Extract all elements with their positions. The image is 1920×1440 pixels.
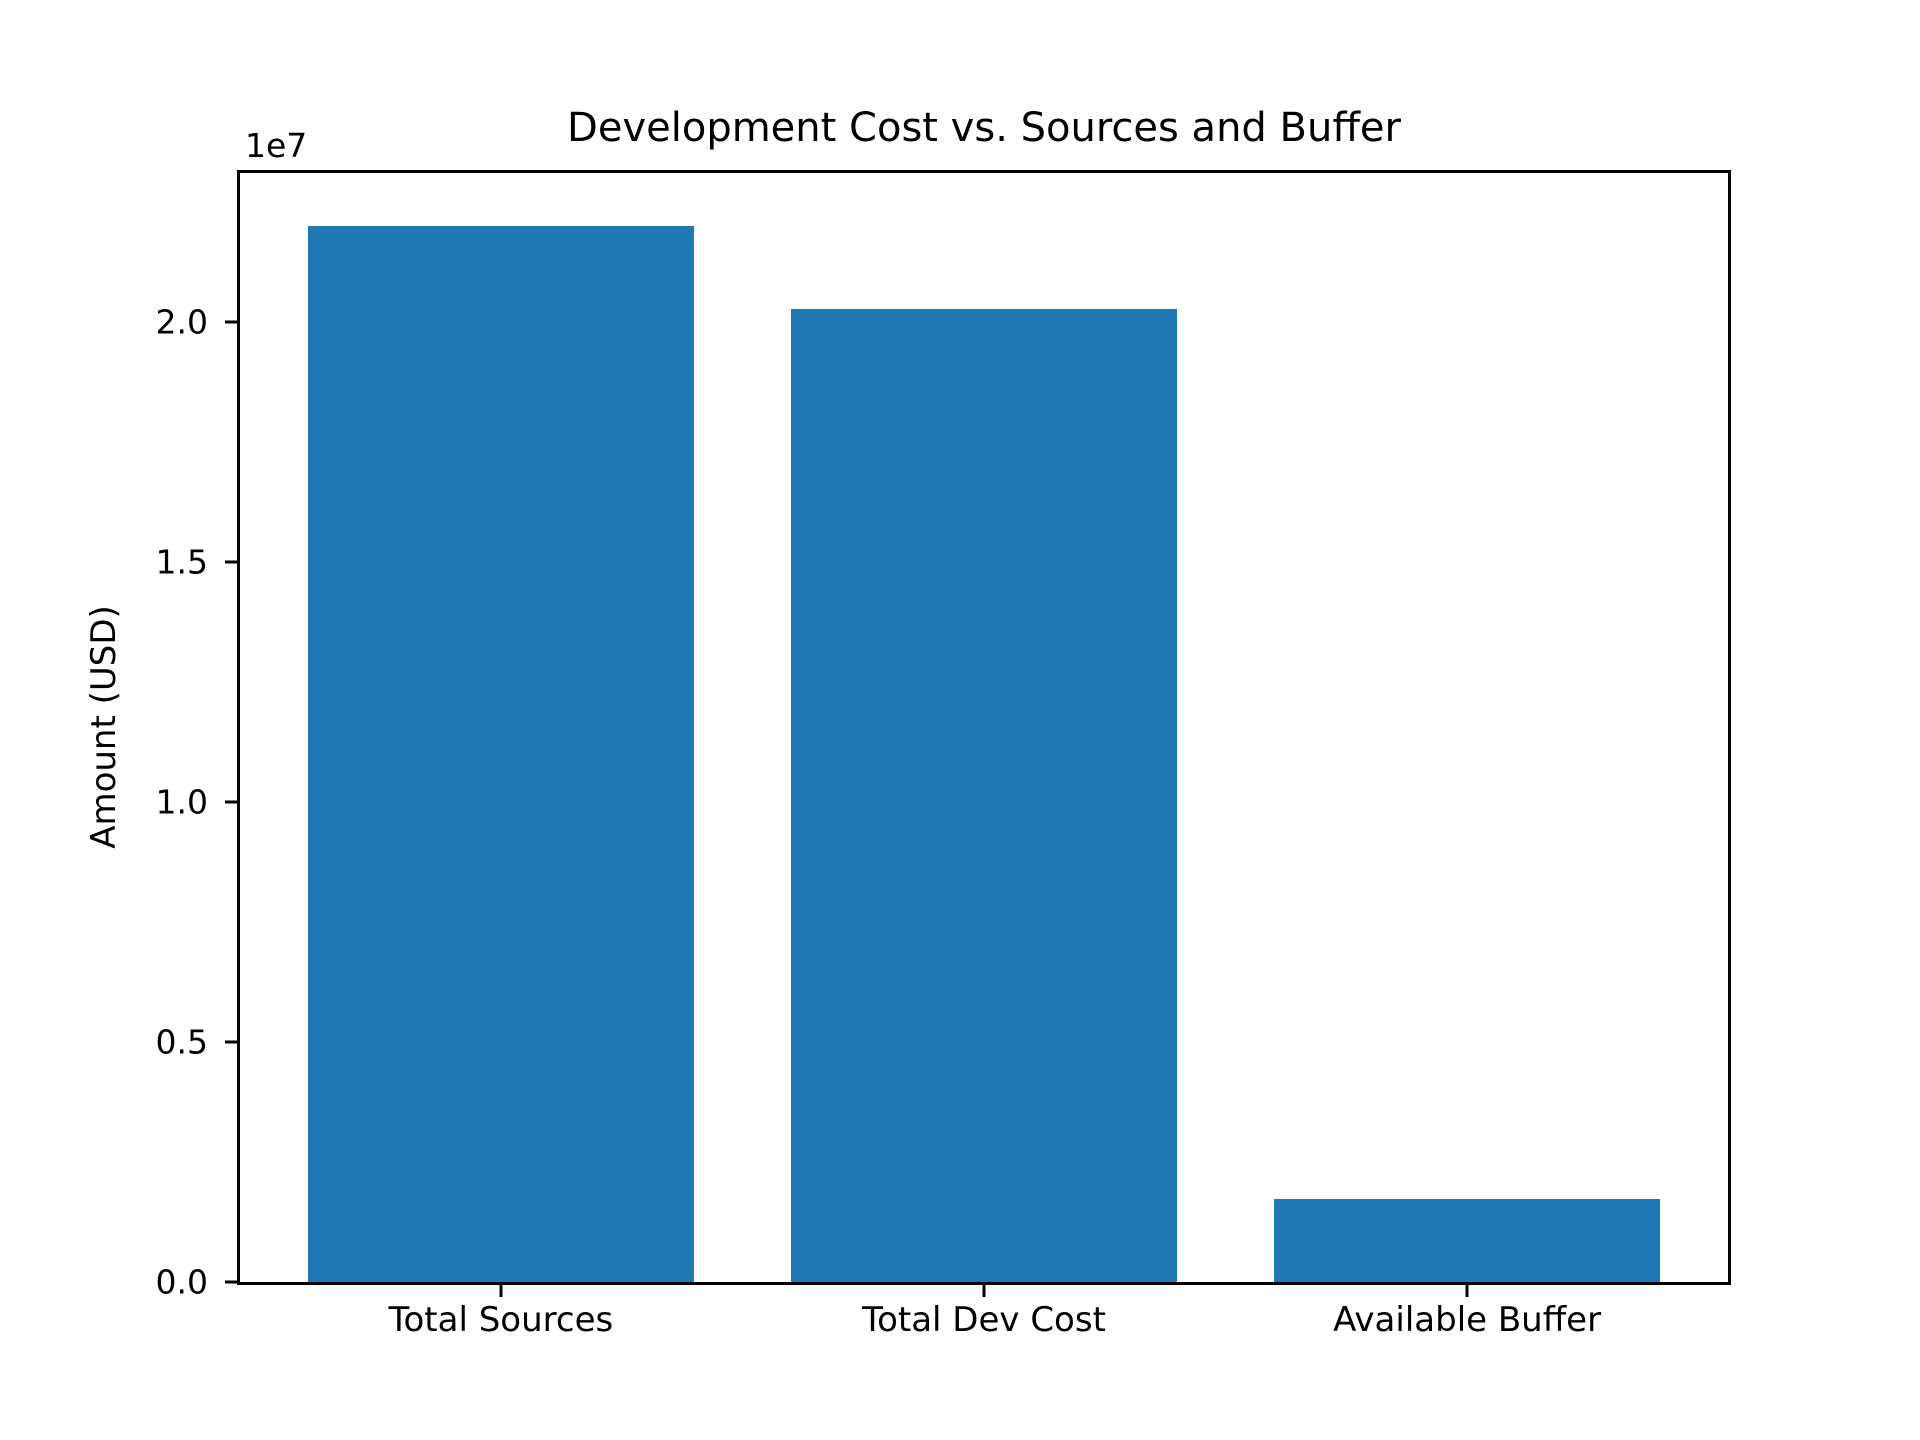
y-tick-mark bbox=[225, 1040, 237, 1044]
y-tick-label: 0.0 bbox=[155, 1262, 208, 1302]
chart-title: Development Cost vs. Sources and Buffer bbox=[567, 105, 1401, 151]
y-tick-label: 1.5 bbox=[155, 542, 208, 582]
y-tick-mark bbox=[225, 560, 237, 564]
x-tick-mark bbox=[982, 1285, 986, 1297]
y-tick-label: 2.0 bbox=[155, 302, 208, 342]
bar-total-dev-cost bbox=[790, 308, 1178, 1282]
x-tick-label-total-dev-cost: Total Dev Cost bbox=[862, 1300, 1106, 1340]
y-tick-mark bbox=[225, 800, 237, 804]
y-tick-label: 1.0 bbox=[155, 782, 208, 822]
x-tick-mark bbox=[499, 1285, 503, 1297]
bar-available-buffer bbox=[1273, 1198, 1661, 1282]
y-axis-offset-text: 1e7 bbox=[245, 126, 308, 165]
y-tick-mark bbox=[225, 1280, 237, 1284]
x-tick-label-available-buffer: Available Buffer bbox=[1333, 1300, 1602, 1340]
bar-total-sources bbox=[307, 225, 695, 1282]
x-tick-mark bbox=[1465, 1285, 1469, 1297]
plot-area: 0.0 0.5 1.0 1.5 2.0 Total Sources Total Dev C… bbox=[156, 170, 1731, 1340]
y-tick-label: 0.5 bbox=[155, 1022, 208, 1062]
x-tick-label-total-sources: Total Sources bbox=[388, 1300, 614, 1340]
y-tick-mark bbox=[225, 320, 237, 324]
